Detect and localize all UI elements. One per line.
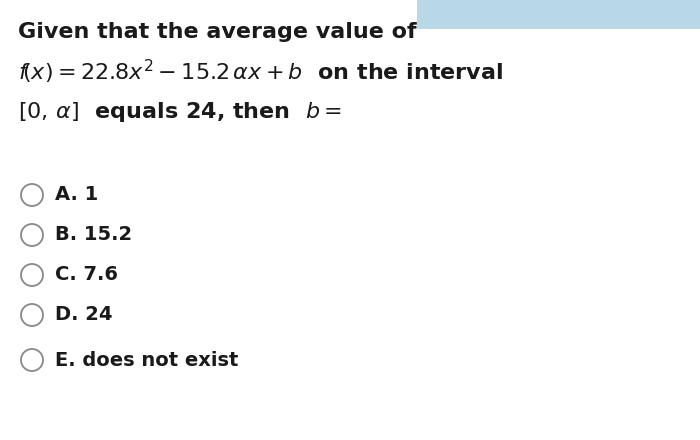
Text: E. does not exist: E. does not exist xyxy=(55,351,239,370)
Text: A. 1: A. 1 xyxy=(55,186,98,205)
Text: $[0,\,\alpha]$  equals 24, then  $\mathit{b}=$: $[0,\,\alpha]$ equals 24, then $\mathit{… xyxy=(18,100,342,124)
Text: Given that the average value of: Given that the average value of xyxy=(18,22,416,42)
Bar xyxy=(416,0,700,29)
Text: D. 24: D. 24 xyxy=(55,305,113,324)
Text: $\mathit{f}\!\mathit{(x)}=22.8\mathit{x}^{2}-15.2\,\alpha\mathit{x}+\mathit{b}$ : $\mathit{f}\!\mathit{(x)}=22.8\mathit{x}… xyxy=(18,58,503,86)
Text: B. 15.2: B. 15.2 xyxy=(55,225,132,245)
Text: C. 7.6: C. 7.6 xyxy=(55,265,118,285)
